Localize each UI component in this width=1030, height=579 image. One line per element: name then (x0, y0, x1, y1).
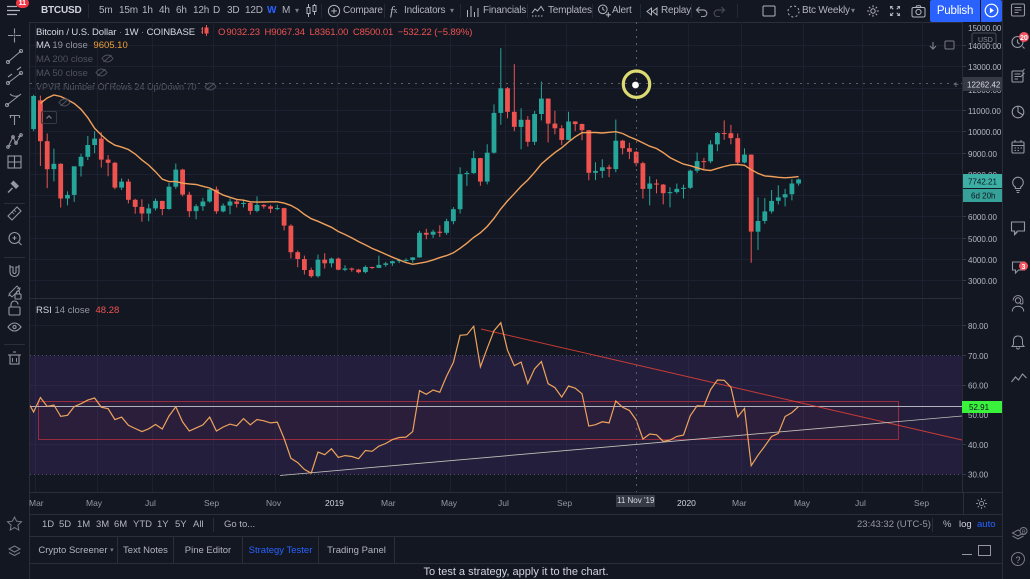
svg-text:20: 20 (1020, 35, 1028, 42)
svg-text:15000.00: 15000.00 (968, 24, 1002, 33)
svg-text:?: ? (1016, 555, 1021, 565)
svg-text:3: 3 (1022, 264, 1026, 271)
svg-text:10000.00: 10000.00 (968, 128, 1002, 137)
svg-text:11000.00: 11000.00 (968, 107, 1001, 116)
svg-text:3000.00: 3000.00 (968, 277, 997, 286)
svg-text:80.00: 80.00 (968, 322, 989, 331)
svg-text:6d 20h: 6d 20h (971, 192, 995, 201)
svg-text:30.00: 30.00 (968, 471, 989, 480)
svg-text:5000.00: 5000.00 (968, 235, 997, 244)
svg-text:6000.00: 6000.00 (968, 213, 997, 222)
svg-text:40.00: 40.00 (968, 441, 989, 450)
svg-text:70.00: 70.00 (968, 352, 989, 361)
svg-text:B: B (1022, 530, 1026, 536)
svg-text:50.00: 50.00 (968, 411, 989, 420)
svg-text:9000.00: 9000.00 (968, 150, 997, 159)
svg-text:4000.00: 4000.00 (968, 256, 997, 265)
svg-text:7742.21: 7742.21 (968, 178, 997, 187)
svg-text:52.91: 52.91 (969, 403, 990, 412)
svg-text:12262.42: 12262.42 (967, 81, 1001, 90)
svg-text:60.00: 60.00 (968, 382, 989, 391)
svg-text:USD: USD (978, 37, 993, 44)
svg-text:+: + (953, 80, 959, 91)
svg-text:14000.00: 14000.00 (968, 42, 1002, 51)
svg-text:13000.00: 13000.00 (968, 63, 1002, 72)
